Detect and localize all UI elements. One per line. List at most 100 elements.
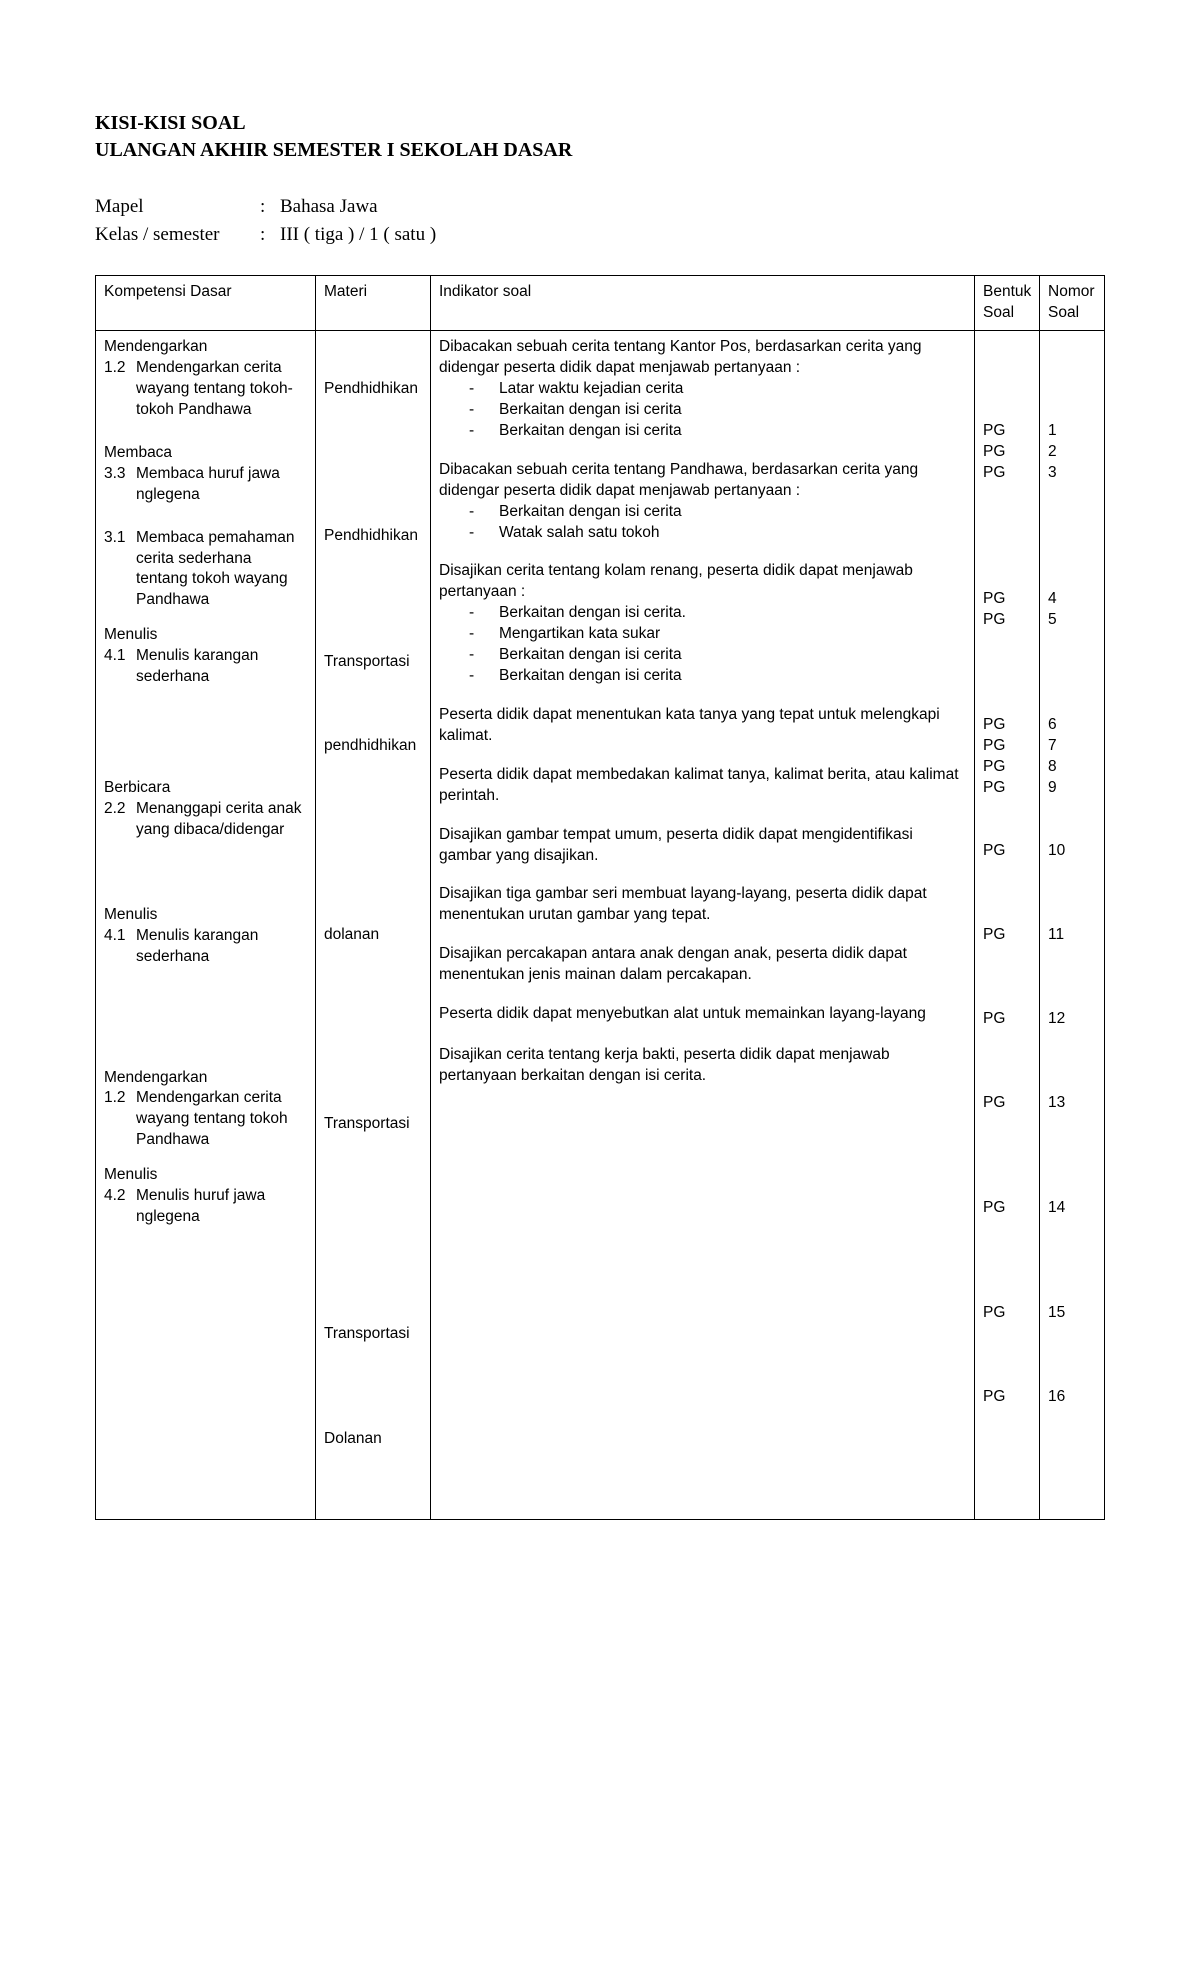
indikator-bullet-text: Berkaitan dengan isi cerita <box>499 400 966 421</box>
th-kd: Kompetensi Dasar <box>96 276 316 331</box>
nomor-line <box>1048 1429 1096 1450</box>
materi-line <box>324 568 422 589</box>
bentuk-line <box>983 547 1031 568</box>
bentuk-line <box>983 1492 1031 1513</box>
kd-heading: Berbicara <box>104 778 307 799</box>
indikator-intro: Dibacakan sebuah cerita tentang Pandhawa… <box>439 460 966 502</box>
indikator-bullet: -Berkaitan dengan isi cerita <box>469 400 966 421</box>
bentuk-line <box>983 988 1031 1009</box>
materi-line <box>324 757 422 778</box>
materi-line <box>324 337 422 358</box>
kd-item: 4.1Menulis karangan sederhana <box>104 926 307 968</box>
bentuk-line: PG <box>983 841 1031 862</box>
materi-line <box>324 1345 422 1366</box>
indikator-block: Disajikan cerita tentang kerja bakti, pe… <box>439 1045 966 1087</box>
nomor-line: 13 <box>1048 1093 1096 1114</box>
kd-heading: Mendengarkan <box>104 1068 307 1089</box>
bullet-dash-icon: - <box>469 523 499 544</box>
meta-kelas-label: Kelas / semester <box>95 222 260 248</box>
bentuk-line <box>983 1177 1031 1198</box>
bentuk-line <box>983 484 1031 505</box>
title-line-1: KISI-KISI SOAL <box>95 110 1105 137</box>
indikator-block: Disajikan percakapan antara anak dengan … <box>439 944 966 986</box>
nomor-line <box>1048 1366 1096 1387</box>
indikator-intro: Disajikan tiga gambar seri membuat layan… <box>439 884 966 926</box>
nomor-line <box>1048 358 1096 379</box>
indikator-bullets: -Berkaitan dengan isi cerita.-Mengartika… <box>439 603 966 687</box>
nomor-line <box>1048 799 1096 820</box>
bentuk-line: PG <box>983 778 1031 799</box>
nomor-line: 3 <box>1048 463 1096 484</box>
materi-line <box>324 1387 422 1408</box>
kd-item-text: Menulis karangan sederhana <box>136 646 307 688</box>
materi-line: Transportasi <box>324 1324 422 1345</box>
nomor-line: 10 <box>1048 841 1096 862</box>
kd-item-text: Menanggapi cerita anak yang dibaca/diden… <box>136 799 307 841</box>
materi-line <box>324 820 422 841</box>
bentuk-line: PG <box>983 1009 1031 1030</box>
kd-item-text: Menulis huruf jawa nglegena <box>136 1186 307 1228</box>
nomor-line <box>1048 1282 1096 1303</box>
kd-item-number: 4.2 <box>104 1186 136 1228</box>
meta-colon: : <box>260 194 280 220</box>
meta-row-mapel: Mapel : Bahasa Jawa <box>95 194 1105 220</box>
bentuk-line: PG <box>983 463 1031 484</box>
materi-line: Dolanan <box>324 1429 422 1450</box>
indikator-block: Disajikan cerita tentang kolam renang, p… <box>439 561 966 687</box>
nomor-line <box>1048 526 1096 547</box>
bentuk-line: PG <box>983 925 1031 946</box>
nomor-line <box>1048 568 1096 589</box>
nomor-line: 8 <box>1048 757 1096 778</box>
kd-item-number: 2.2 <box>104 799 136 841</box>
nomor-line: 16 <box>1048 1387 1096 1408</box>
bentuk-line <box>983 1219 1031 1240</box>
materi-line: Transportasi <box>324 652 422 673</box>
bentuk-line: PG <box>983 715 1031 736</box>
indikator-intro: Disajikan cerita tentang kolam renang, p… <box>439 561 966 603</box>
bentuk-line <box>983 1135 1031 1156</box>
indikator-intro: Disajikan gambar tempat umum, peserta di… <box>439 825 966 867</box>
materi-line <box>324 1156 422 1177</box>
materi-line <box>324 400 422 421</box>
nomor-line <box>1048 1471 1096 1492</box>
nomor-line: 2 <box>1048 442 1096 463</box>
materi-line <box>324 610 422 631</box>
bentuk-line <box>983 946 1031 967</box>
indikator-bullet: -Berkaitan dengan isi cerita <box>469 666 966 687</box>
bentuk-line: PG <box>983 1387 1031 1408</box>
nomor-line <box>1048 967 1096 988</box>
nomor-line <box>1048 946 1096 967</box>
nomor-line <box>1048 1072 1096 1093</box>
bentuk-line <box>983 904 1031 925</box>
nomor-line <box>1048 820 1096 841</box>
nomor-line: 9 <box>1048 778 1096 799</box>
bentuk-line <box>983 1450 1031 1471</box>
bullet-dash-icon: - <box>469 421 499 442</box>
meta-mapel-label: Mapel <box>95 194 260 220</box>
nomor-line: 14 <box>1048 1198 1096 1219</box>
kd-item-text: Mendengarkan cerita wayang tentang tokoh… <box>136 1088 307 1151</box>
indikator-block: Dibacakan sebuah cerita tentang Kantor P… <box>439 337 966 442</box>
bullet-dash-icon: - <box>469 603 499 624</box>
meta-kelas-value: III ( tiga ) / 1 ( satu ) <box>280 222 1105 248</box>
table-body-row: Mendengarkan1.2Mendengarkan cerita wayan… <box>96 331 1105 1520</box>
cell-kd: Mendengarkan1.2Mendengarkan cerita wayan… <box>96 331 316 1520</box>
nomor-line: 4 <box>1048 589 1096 610</box>
bentuk-line <box>983 358 1031 379</box>
indikator-bullet-text: Watak salah satu tokoh <box>499 523 966 544</box>
indikator-bullet: -Mengartikan kata sukar <box>469 624 966 645</box>
nomor-line <box>1048 862 1096 883</box>
kd-item: 4.2Menulis huruf jawa nglegena <box>104 1186 307 1228</box>
bentuk-line <box>983 1282 1031 1303</box>
materi-line <box>324 1198 422 1219</box>
bentuk-line: PG <box>983 757 1031 778</box>
kd-item: 1.2Mendengarkan cerita wayang tentang to… <box>104 1088 307 1151</box>
nomor-line <box>1048 673 1096 694</box>
materi-line <box>324 694 422 715</box>
materi-line <box>324 1030 422 1051</box>
bentuk-line <box>983 337 1031 358</box>
materi-line <box>324 421 422 442</box>
materi-line: dolanan <box>324 925 422 946</box>
materi-line <box>324 1135 422 1156</box>
bentuk-line <box>983 505 1031 526</box>
